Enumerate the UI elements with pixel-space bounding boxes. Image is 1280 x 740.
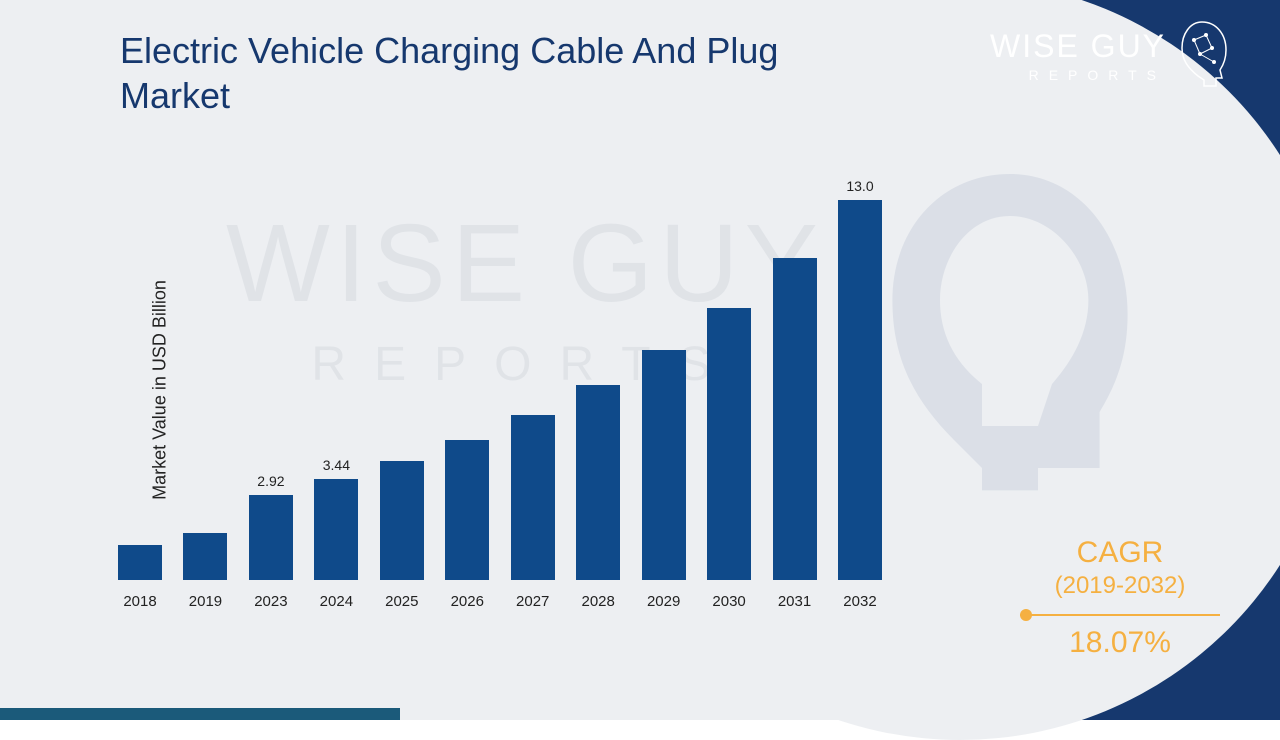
bar-rect [576, 385, 620, 580]
x-axis-labels: 2018 2019 2023 2024 2025 2026 2027 2028 2029 2030… [110, 593, 890, 610]
cagr-divider [1020, 614, 1220, 616]
x-tick-label: 2019 [175, 593, 235, 610]
brand-logo: WISE GUY REPORTS [990, 20, 1250, 90]
bar-chart: Market Value in USD Billion 2.923.4413.0… [80, 160, 890, 620]
x-tick-label: 2031 [765, 593, 825, 610]
cagr-period: (2019-2032) [990, 572, 1250, 600]
bottom-accent-bar [0, 708, 400, 720]
bar-rect [511, 415, 555, 580]
x-tick-label: 2025 [372, 593, 432, 610]
bar-col: 2.92 [241, 473, 301, 580]
bar-rect [118, 545, 162, 580]
bar-col [699, 286, 759, 580]
bar-rect [707, 308, 751, 580]
bar-value-label: 2.92 [257, 473, 284, 491]
bar-col [634, 328, 694, 580]
bar-col [372, 439, 432, 580]
cagr-value: 18.07% [990, 626, 1250, 660]
bar-col [568, 363, 628, 580]
logo-head-icon [1174, 20, 1234, 90]
bar-col [503, 393, 563, 580]
x-tick-label: 2028 [568, 593, 628, 610]
chart-title: Electric Vehicle Charging Cable And Plug… [120, 28, 820, 118]
bar-col [175, 511, 235, 580]
bar-rect [642, 350, 686, 580]
x-tick-label: 2023 [241, 593, 301, 610]
bar-col [437, 418, 497, 580]
bar-col: 3.44 [306, 457, 366, 580]
bar-col: 13.0 [830, 178, 890, 580]
x-tick-label: 2032 [830, 593, 890, 610]
logo-line1: WISE GUY [990, 28, 1166, 65]
x-tick-label: 2030 [699, 593, 759, 610]
bar-rect [249, 495, 293, 580]
bar-rect [838, 200, 882, 580]
bar-value-label: 13.0 [846, 178, 873, 196]
logo-line2: REPORTS [1029, 67, 1166, 83]
bar-rect [183, 533, 227, 580]
cagr-block: CAGR (2019-2032) 18.07% [990, 536, 1250, 660]
x-tick-label: 2027 [503, 593, 563, 610]
x-tick-label: 2029 [634, 593, 694, 610]
bars-container: 2.92 3.44 13.0 [110, 180, 890, 580]
bar-value-label: 3.44 [323, 457, 350, 475]
bar-col [765, 236, 825, 580]
bar-rect [445, 440, 489, 580]
bar-rect [773, 258, 817, 580]
cagr-title: CAGR [990, 536, 1250, 570]
watermark-head-icon [870, 160, 1150, 500]
x-tick-label: 2024 [306, 593, 366, 610]
bar-col [110, 523, 170, 580]
bar-rect [314, 479, 358, 580]
x-tick-label: 2026 [437, 593, 497, 610]
bar-rect [380, 461, 424, 580]
x-tick-label: 2018 [110, 593, 170, 610]
